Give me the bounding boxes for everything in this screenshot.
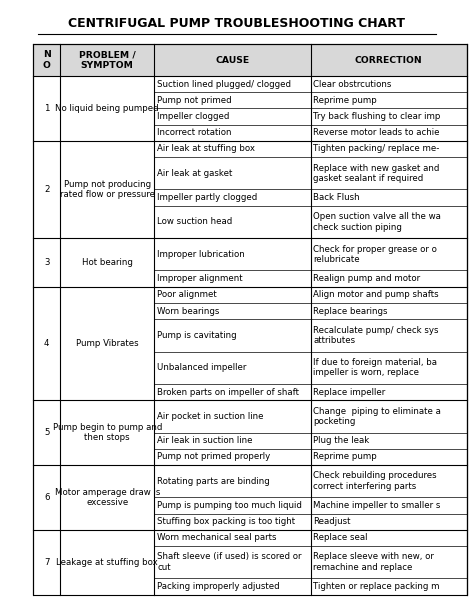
Bar <box>33 268 155 272</box>
Text: Worn bearings: Worn bearings <box>157 306 219 316</box>
Text: 5: 5 <box>44 428 49 437</box>
Text: Reverse motor leads to achie: Reverse motor leads to achie <box>313 128 440 137</box>
Text: If due to foreign material, ba
impeller is worn, replace: If due to foreign material, ba impeller … <box>313 358 438 378</box>
Text: Pump begin to pump and
then stops: Pump begin to pump and then stops <box>53 423 162 442</box>
Text: Low suction head: Low suction head <box>157 218 233 226</box>
Text: Broken parts on impeller of shaft: Broken parts on impeller of shaft <box>157 387 299 397</box>
Text: CENTRIFUGAL PUMP TROUBLESHOOTING CHART: CENTRIFUGAL PUMP TROUBLESHOOTING CHART <box>69 17 405 30</box>
Text: Worn mechanical seal parts: Worn mechanical seal parts <box>157 533 277 543</box>
Bar <box>33 44 467 595</box>
Text: Motor amperage draw is
excessive: Motor amperage draw is excessive <box>55 488 160 507</box>
Text: Air leak at gasket: Air leak at gasket <box>157 169 233 178</box>
Text: N
O: N O <box>43 50 51 70</box>
Bar <box>33 44 467 76</box>
Text: Air leak in suction line: Air leak in suction line <box>157 436 253 445</box>
Text: Try back flushing to clear imp: Try back flushing to clear imp <box>313 112 441 121</box>
Text: Pump Vibrates: Pump Vibrates <box>76 339 138 348</box>
Text: Packing improperly adjusted: Packing improperly adjusted <box>157 582 280 591</box>
Text: 6: 6 <box>44 493 49 502</box>
Text: Open suction valve all the wa
check suction piping: Open suction valve all the wa check suct… <box>313 212 441 232</box>
Text: Readjust: Readjust <box>313 517 351 526</box>
Text: Pump not primed: Pump not primed <box>157 96 232 105</box>
Bar <box>33 349 155 353</box>
Text: Tighten packing/ replace me-: Tighten packing/ replace me- <box>313 145 440 153</box>
Bar <box>33 495 155 499</box>
Text: Improper alignment: Improper alignment <box>157 274 243 283</box>
Bar <box>33 301 155 305</box>
Text: Impeller partly clogged: Impeller partly clogged <box>157 193 257 202</box>
Text: Improper lubrication: Improper lubrication <box>157 249 245 259</box>
Text: Replace sleeve with new, or
remachine and replace: Replace sleeve with new, or remachine an… <box>313 552 434 572</box>
Text: Rotating parts are binding: Rotating parts are binding <box>157 477 270 485</box>
Text: 4: 4 <box>44 339 49 348</box>
Text: 7: 7 <box>44 558 49 566</box>
Text: Align motor and pump shafts: Align motor and pump shafts <box>313 291 439 299</box>
Text: Suction lined plugged/ clogged: Suction lined plugged/ clogged <box>157 80 291 89</box>
Text: Clear obstrcutions: Clear obstrcutions <box>313 80 392 89</box>
Text: CAUSE: CAUSE <box>216 56 250 64</box>
Text: Change  piping to eliminate a
pocketing: Change piping to eliminate a pocketing <box>313 406 441 426</box>
Text: Poor alignmet: Poor alignmet <box>157 291 217 299</box>
Text: Pump is pumping too much liquid: Pump is pumping too much liquid <box>157 501 302 510</box>
Text: Leakage at stuffing box: Leakage at stuffing box <box>56 558 158 566</box>
Bar <box>33 447 155 451</box>
Text: Machine impeller to smaller s: Machine impeller to smaller s <box>313 501 441 510</box>
Text: Back Flush: Back Flush <box>313 193 360 202</box>
Text: PROBLEM /
SYMPTOM: PROBLEM / SYMPTOM <box>79 50 136 70</box>
Bar <box>33 431 155 435</box>
Text: Unbalanced impeller: Unbalanced impeller <box>157 364 246 372</box>
Bar <box>33 155 155 159</box>
Text: Air pocket in suction line: Air pocket in suction line <box>157 412 264 421</box>
Bar <box>33 512 155 516</box>
Bar <box>33 577 155 581</box>
Bar <box>33 44 467 595</box>
Bar <box>33 188 155 191</box>
Text: Pump is cavitating: Pump is cavitating <box>157 331 237 340</box>
Bar <box>33 318 155 321</box>
Text: Plug the leak: Plug the leak <box>313 436 370 445</box>
Bar <box>33 90 155 94</box>
Text: Reprime pump: Reprime pump <box>313 96 377 105</box>
Text: Tighten or replace packing m: Tighten or replace packing m <box>313 582 440 591</box>
Text: Shaft sleeve (if used) is scored or
cut: Shaft sleeve (if used) is scored or cut <box>157 552 302 572</box>
Bar <box>33 123 155 126</box>
Text: Replace with new gasket and
gasket sealant if required: Replace with new gasket and gasket seala… <box>313 164 440 183</box>
Text: Pump not producing
rated flow or pressure: Pump not producing rated flow or pressur… <box>60 180 155 199</box>
Text: Incorrect rotation: Incorrect rotation <box>157 128 232 137</box>
Bar <box>33 107 155 110</box>
Text: Pump not primed properly: Pump not primed properly <box>157 452 271 462</box>
Text: No liquid being pumped: No liquid being pumped <box>55 104 159 113</box>
Text: Reprime pump: Reprime pump <box>313 452 377 462</box>
Text: CORRECTION: CORRECTION <box>355 56 423 64</box>
Text: Replace seal: Replace seal <box>313 533 368 543</box>
Text: Replace impeller: Replace impeller <box>313 387 386 397</box>
Bar <box>33 204 155 207</box>
Text: 1: 1 <box>44 104 49 113</box>
Text: Realign pump and motor: Realign pump and motor <box>313 274 420 283</box>
Text: 3: 3 <box>44 258 49 267</box>
Text: Check for proper grease or o
relubricate: Check for proper grease or o relubricate <box>313 245 438 264</box>
Text: Stuffing box packing is too tight: Stuffing box packing is too tight <box>157 517 295 526</box>
Text: 2: 2 <box>44 185 49 194</box>
Text: Check rebuilding procedures
correct interfering parts: Check rebuilding procedures correct inte… <box>313 471 437 491</box>
Text: Replace bearings: Replace bearings <box>313 306 388 316</box>
Text: Hot bearing: Hot bearing <box>82 258 133 267</box>
Bar <box>33 382 155 386</box>
Bar <box>33 544 155 548</box>
Text: Recalculate pump/ check sys
attributes: Recalculate pump/ check sys attributes <box>313 326 439 345</box>
Text: Air leak at stuffing box: Air leak at stuffing box <box>157 145 255 153</box>
Text: Impeller clogged: Impeller clogged <box>157 112 229 121</box>
